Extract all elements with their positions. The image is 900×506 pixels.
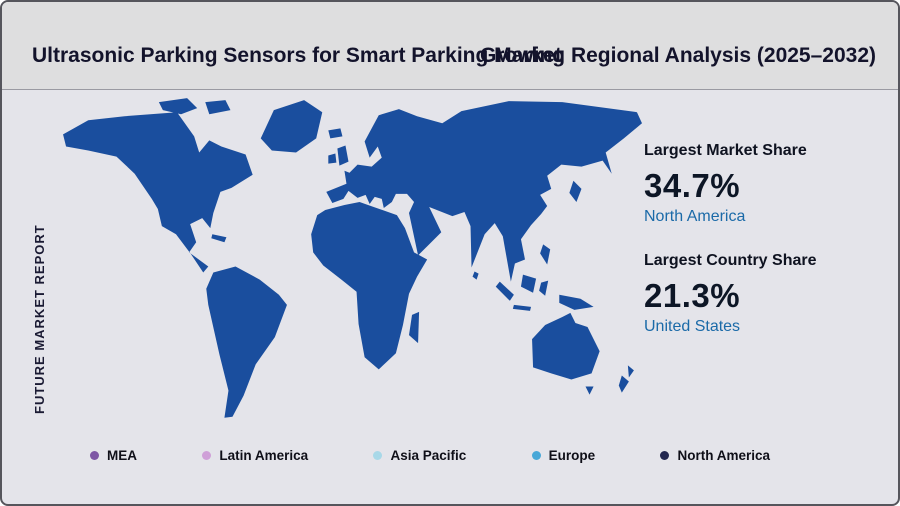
country-share-label: Largest Country Share [644,252,817,269]
market-share-region: North America [644,208,746,225]
legend-item-mea: MEA [90,448,137,463]
philippines [540,244,551,265]
country-share-value: 21.3% [644,277,741,314]
sumatra [495,281,514,301]
market-share-label: Largest Market Share [644,142,807,159]
region-legend: MEA Latin America Asia Pacific Europe No… [90,448,770,463]
united-kingdom [337,145,349,166]
market-share-value: 34.7% [644,167,741,204]
continent-australia [532,312,600,380]
continent-eurasia [326,101,642,282]
continent-north-america [63,112,253,273]
madagascar [409,311,420,344]
ireland [328,153,337,164]
new-zealand-south [618,375,629,393]
sulawesi [539,280,549,296]
stats-panel: Largest Market Share 34.7% North America… [644,142,889,362]
stat-country-share: Largest Country Share 21.3% United State… [644,252,889,336]
caribbean [211,234,227,243]
legend-item-europe: Europe [531,448,596,463]
legend-label-latin-america: Latin America [219,448,309,463]
stat-market-share: Largest Market Share 34.7% North America [644,142,889,226]
country-share-region: United States [644,318,741,335]
page-title-line2: Growing Regional Analysis (2025–2032) [479,44,876,67]
new-guinea [559,294,594,310]
new-zealand-north [627,365,634,378]
legend-label-asia-pacific: Asia Pacific [390,448,467,463]
legend-dot-europe [531,451,541,460]
japan [569,180,582,202]
page-title-line1: Ultrasonic Parking Sensors for Smart Par… [32,44,562,67]
legend-item-latin-america: Latin America [202,448,308,463]
world-map [63,98,642,418]
continent-africa [311,201,428,370]
legend-label-europe: Europe [548,448,596,463]
legend-item-asia-pacific: Asia Pacific [373,448,466,463]
legend-dot-mea [90,451,99,460]
java [512,304,532,311]
legend-dot-latin-america [202,451,212,460]
legend-label-north-america: North America [677,448,770,463]
brand-vertical-label: FUTURE MARKET REPORT [32,224,47,414]
legend-dot-north-america [660,451,670,460]
greenland [260,100,323,153]
continent-south-america [206,266,287,418]
borneo [520,274,537,293]
tasmania [585,386,594,395]
legend-item-north-america: North America [660,448,770,463]
world-map-landmasses [63,98,642,418]
arctic-islands [158,98,198,115]
legend-label-mea: MEA [107,448,137,463]
arctic-islands-2 [205,100,231,115]
iceland [328,128,343,139]
title-band [2,2,898,90]
legend-dot-asia-pacific [373,451,383,460]
sri-lanka [472,271,479,280]
